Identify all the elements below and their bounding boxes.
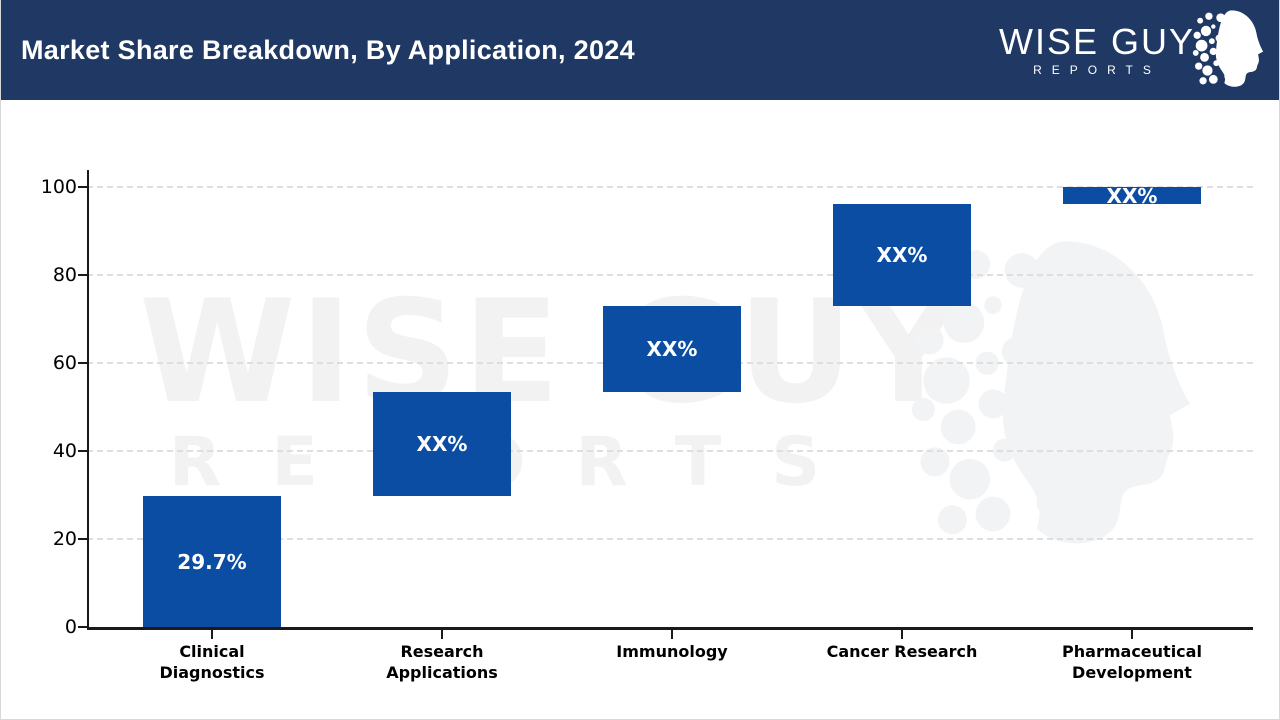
- gridline: [87, 538, 1253, 540]
- y-tick-label: 0: [64, 616, 77, 638]
- bar-value-label: XX%: [646, 336, 698, 361]
- gridline: [87, 186, 1253, 188]
- y-tick-mark: [78, 186, 87, 188]
- x-tick-mark: [441, 630, 443, 639]
- y-tick-label: 80: [52, 264, 77, 286]
- logo-wordmark: WISE GUY REPORTS: [998, 20, 1195, 77]
- y-tick-label: 40: [52, 440, 77, 462]
- x-axis: [87, 627, 1253, 630]
- bar-value-label: XX%: [416, 432, 468, 457]
- bar-value-label: 29.7%: [177, 549, 247, 574]
- logo-head-icon: [1192, 10, 1264, 87]
- category-label: Clinical Diagnostics: [159, 642, 265, 682]
- y-tick-mark: [78, 538, 87, 540]
- x-tick-mark: [211, 630, 213, 639]
- category-label: Immunology: [616, 642, 728, 661]
- y-tick-mark: [78, 626, 87, 628]
- gridline: [87, 450, 1253, 452]
- category-label: Research Applications: [386, 642, 498, 682]
- y-tick-label: 60: [52, 352, 77, 374]
- header: Market Share Breakdown, By Application, …: [1, 0, 1279, 100]
- y-tick-mark: [78, 450, 87, 452]
- y-tick-label: 100: [40, 176, 77, 198]
- bar: XX%: [833, 204, 971, 306]
- bar: XX%: [603, 305, 741, 393]
- y-tick-label: 20: [52, 528, 77, 550]
- logo-wordmark-line2: REPORTS: [1033, 62, 1161, 77]
- bar: 29.7%: [143, 496, 281, 627]
- logo-wordmark-line1: WISE GUY: [998, 20, 1195, 62]
- bar: XX%: [1063, 187, 1201, 205]
- x-tick-mark: [901, 630, 903, 639]
- wiseguy-logo: WISE GUY REPORTS: [999, 6, 1267, 94]
- category-label: Pharmaceutical Development: [1062, 642, 1202, 682]
- watermark-line2: REPORTS: [169, 423, 871, 502]
- bar-value-label: XX%: [1106, 187, 1158, 205]
- bar: XX%: [373, 392, 511, 497]
- bar-value-label: XX%: [876, 242, 928, 267]
- gridline: [87, 274, 1253, 276]
- x-tick-mark: [1131, 630, 1133, 639]
- category-label: Cancer Research: [826, 642, 978, 661]
- y-axis: [87, 170, 89, 630]
- watermark-text: WISE GUY REPORTS: [139, 282, 964, 498]
- y-tick-mark: [78, 274, 87, 276]
- y-tick-mark: [78, 362, 87, 364]
- page-title: Market Share Breakdown, By Application, …: [21, 34, 635, 65]
- x-tick-mark: [671, 630, 673, 639]
